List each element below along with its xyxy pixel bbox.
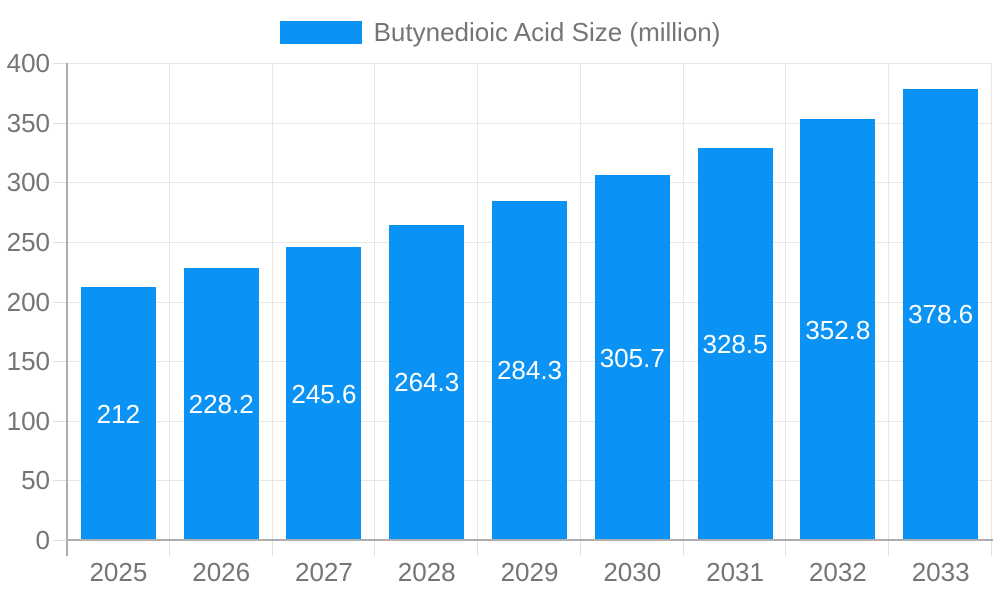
x-axis-tick-label: 2026 — [192, 557, 251, 587]
v-gridline — [991, 63, 992, 540]
y-axis-tick-mark — [53, 361, 67, 363]
x-axis-tick-mark — [785, 540, 787, 556]
x-axis-tick-mark — [888, 540, 890, 556]
x-axis-tick-mark — [682, 540, 684, 556]
x-axis-tick-label: 2033 — [911, 557, 970, 587]
bar-value-label: 284.3 — [496, 355, 563, 386]
bar-value-label: 328.5 — [702, 329, 768, 360]
bar-value-label: 352.8 — [805, 314, 871, 345]
x-axis-tick-mark — [168, 540, 170, 556]
bar-value-label: 228.2 — [188, 388, 254, 419]
bar-value-label: 245.6 — [291, 378, 357, 409]
bar[interactable]: 328.5 — [697, 148, 773, 540]
bar[interactable]: 264.3 — [389, 224, 465, 540]
v-gridline — [579, 63, 581, 540]
v-gridline — [785, 63, 787, 540]
x-axis-tick-mark — [271, 540, 273, 556]
bar-value-label: 212 — [96, 398, 141, 429]
h-gridline — [67, 182, 992, 184]
v-gridline — [682, 63, 684, 540]
v-gridline — [168, 63, 170, 540]
x-axis-tick-label: 2030 — [603, 557, 662, 587]
bar-value-label: 378.6 — [908, 299, 974, 330]
y-axis-line — [66, 63, 68, 556]
x-axis-line — [66, 539, 993, 541]
legend-label[interactable]: Butynedioic Acid Size (million) — [373, 17, 721, 47]
bar[interactable]: 284.3 — [492, 200, 567, 540]
y-axis-tick-label: 300 — [6, 167, 50, 198]
x-axis-tick-label: 2028 — [397, 557, 456, 587]
y-axis-tick-label: 200 — [6, 286, 50, 317]
legend-swatch-icon[interactable] — [279, 20, 362, 44]
x-axis-tick-label: 2029 — [500, 557, 559, 587]
bar-value-label: 305.7 — [599, 342, 665, 373]
v-gridline — [374, 63, 376, 540]
bar-value-label: 264.3 — [394, 367, 460, 398]
y-axis-tick-label: 400 — [6, 48, 50, 78]
x-axis-tick-mark — [579, 540, 581, 556]
legend[interactable]: Butynedioic Acid Size (million) — [0, 17, 1000, 47]
x-axis-tick-label: 2025 — [89, 557, 148, 587]
plot-area: 212 228.2 245.6 264.3 284.3 305.7 328.5 352.8 37… — [67, 63, 992, 540]
y-axis-tick-label: 100 — [6, 405, 50, 436]
x-axis-tick-label: 2032 — [808, 557, 867, 587]
y-axis-tick-mark — [53, 182, 67, 184]
y-axis-tick-mark — [53, 63, 67, 64]
y-axis-tick-label: 150 — [6, 346, 50, 377]
x-axis-tick-mark — [991, 540, 992, 556]
h-gridline — [67, 122, 992, 124]
bar[interactable]: 228.2 — [183, 267, 259, 540]
bar[interactable]: 212 — [80, 287, 156, 540]
y-axis-tick-mark — [53, 241, 67, 243]
y-axis-tick-label: 350 — [6, 107, 50, 138]
h-gridline — [67, 63, 992, 64]
x-axis-tick-mark — [374, 540, 376, 556]
x-axis-tick-mark — [477, 540, 479, 556]
bar[interactable]: 378.6 — [903, 88, 979, 540]
y-axis-tick-mark — [53, 480, 67, 482]
y-axis-tick-mark — [53, 420, 67, 422]
v-gridline — [888, 63, 890, 540]
v-gridline — [477, 63, 479, 540]
y-axis-tick-mark — [53, 540, 67, 541]
bar[interactable]: 245.6 — [286, 247, 362, 540]
y-axis-tick-label: 0 — [35, 525, 50, 555]
v-gridline — [271, 63, 273, 540]
x-axis-tick-label: 2027 — [295, 557, 353, 587]
bar[interactable]: 305.7 — [594, 175, 670, 540]
y-axis-tick-mark — [53, 122, 67, 124]
y-axis-tick-label: 50 — [21, 465, 50, 496]
y-axis-tick-label: 250 — [6, 226, 50, 257]
bar[interactable]: 352.8 — [800, 119, 876, 540]
y-axis-tick-mark — [53, 301, 67, 303]
x-axis-tick-label: 2031 — [706, 557, 764, 587]
